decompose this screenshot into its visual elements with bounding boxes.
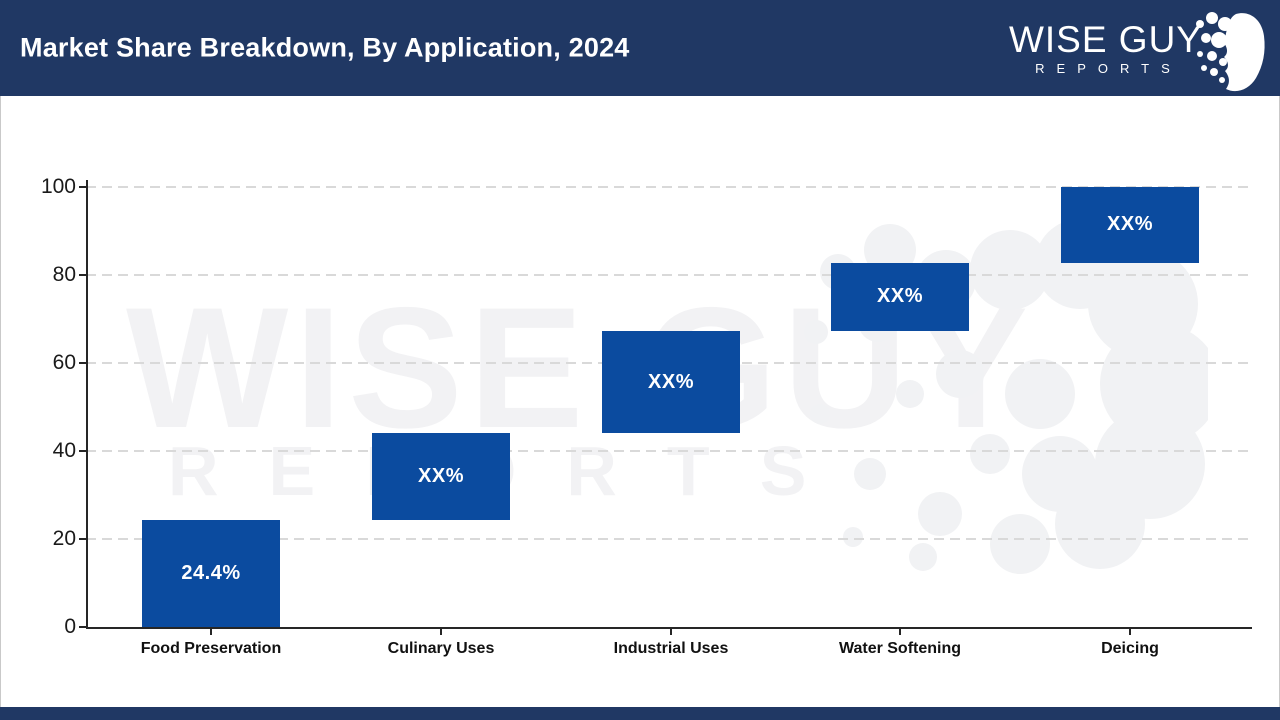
brand-subname: REPORTS	[1035, 61, 1182, 76]
x-tick-mark	[210, 629, 212, 635]
bar-industrial-uses: XX%	[602, 330, 740, 434]
y-tick-label: 40	[52, 439, 76, 462]
header-bar: Market Share Breakdown, By Application, …	[0, 0, 1280, 96]
x-category-label: Deicing	[1101, 640, 1159, 657]
footer-bar	[0, 707, 1280, 720]
y-tick-mark	[79, 538, 86, 540]
gridline-20	[86, 538, 1252, 540]
bar-value-label: XX%	[648, 370, 694, 393]
y-tick-label: 60	[52, 351, 76, 374]
x-axis-line	[86, 627, 1252, 629]
gridline-80	[86, 274, 1252, 276]
x-category-label: Food Preservation	[140, 640, 282, 657]
x-tick-mark	[670, 629, 672, 635]
bar-value-label: XX%	[418, 465, 464, 487]
y-tick-label: 80	[52, 263, 76, 286]
bar-deicing: XX%	[1061, 187, 1199, 263]
y-tick-mark	[79, 450, 86, 452]
y-tick-mark	[79, 362, 86, 364]
logo-head-icon	[1196, 12, 1265, 92]
bar-value-label: XX%	[877, 285, 923, 308]
y-tick-mark	[79, 626, 86, 628]
y-tick-label: 0	[64, 615, 76, 638]
bar-water-softening: XX%	[831, 262, 969, 331]
x-category-label: Water Softening	[838, 640, 962, 657]
y-tick-label: 100	[40, 175, 76, 198]
y-axis-line	[86, 180, 88, 629]
x-tick-mark	[899, 629, 901, 635]
gridline-40	[86, 450, 1252, 452]
bar-value-label: XX%	[1107, 213, 1153, 236]
x-tick-mark	[1129, 629, 1131, 635]
brand-logo-text: WISE GUY REPORTS	[1008, 19, 1202, 77]
gridline-100	[86, 186, 1252, 188]
brand-name: WISE GUY	[1008, 19, 1202, 60]
x-category-label: Industrial Uses	[613, 640, 729, 657]
bar-value-label: 24.4%	[181, 561, 241, 584]
watermark-head-icon	[804, 219, 1208, 574]
bar-food-preservation: 24.4%	[142, 519, 280, 627]
y-tick-mark	[79, 186, 86, 188]
x-category-label: Culinary Uses	[387, 640, 495, 657]
y-tick-label: 20	[52, 527, 76, 550]
brand-logo: WISE GUY REPORTS	[1009, 6, 1270, 92]
page-title: Market Share Breakdown, By Application, …	[20, 32, 630, 63]
x-tick-mark	[440, 629, 442, 635]
watermark-text-reports: REPORTS	[168, 432, 857, 510]
y-tick-mark	[79, 274, 86, 276]
bar-culinary-uses: XX%	[372, 433, 510, 520]
